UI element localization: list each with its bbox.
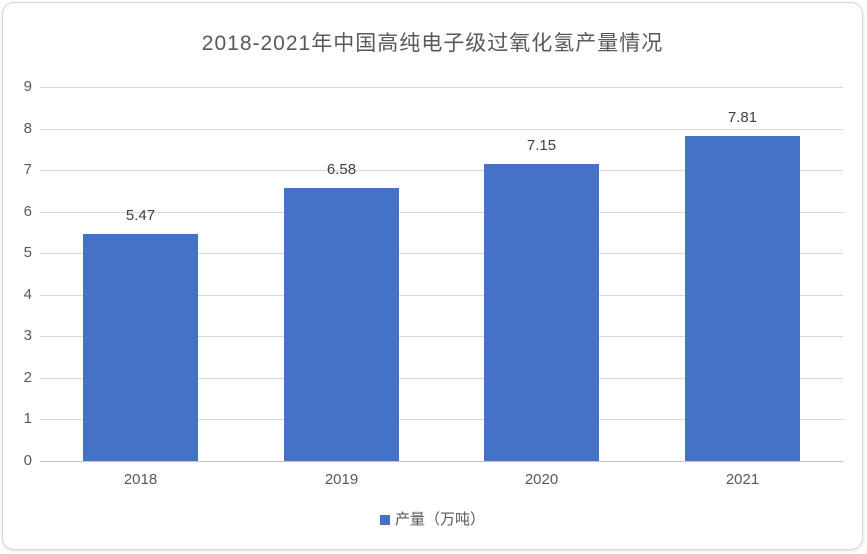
y-tick-label: 4 <box>23 286 32 303</box>
y-tick-label: 9 <box>23 78 32 95</box>
gridline <box>40 378 843 379</box>
x-axis-line <box>40 461 843 462</box>
gridline <box>40 212 843 213</box>
bar-2020 <box>484 164 599 461</box>
legend: 产量（万吨） <box>3 511 862 529</box>
bar-2021 <box>685 136 800 461</box>
x-tick-label: 2020 <box>524 471 559 488</box>
y-tick-label: 6 <box>23 203 32 220</box>
y-tick-label: 1 <box>23 410 32 427</box>
gridline <box>40 129 843 130</box>
y-tick-label: 2 <box>23 369 32 386</box>
y-tick-label: 0 <box>23 452 32 469</box>
chart-title: 2018-2021年中国高纯电子级过氧化氢产量情况 <box>201 32 664 55</box>
bar-value-label: 5.47 <box>125 207 156 224</box>
bar-value-label: 7.81 <box>727 109 758 126</box>
y-tick-label: 8 <box>23 120 32 137</box>
bar-2019 <box>284 188 399 461</box>
legend-square-icon <box>379 515 390 525</box>
gridline <box>40 419 843 420</box>
y-tick-label: 5 <box>23 244 32 261</box>
y-tick-label: 3 <box>23 327 32 344</box>
bar-value-label: 6.58 <box>326 161 357 178</box>
bar-value-label: 7.15 <box>526 137 557 154</box>
legend-label: 产量（万吨） <box>394 511 485 528</box>
x-tick-label: 2018 <box>123 471 158 488</box>
x-tick-label: 2021 <box>725 471 760 488</box>
x-tick-label: 2019 <box>324 471 359 488</box>
gridline <box>40 336 843 337</box>
gridline <box>40 295 843 296</box>
gridline <box>40 87 843 88</box>
gridline <box>40 253 843 254</box>
gridline <box>40 170 843 171</box>
bar-2018 <box>83 234 198 461</box>
y-tick-label: 7 <box>23 161 32 178</box>
